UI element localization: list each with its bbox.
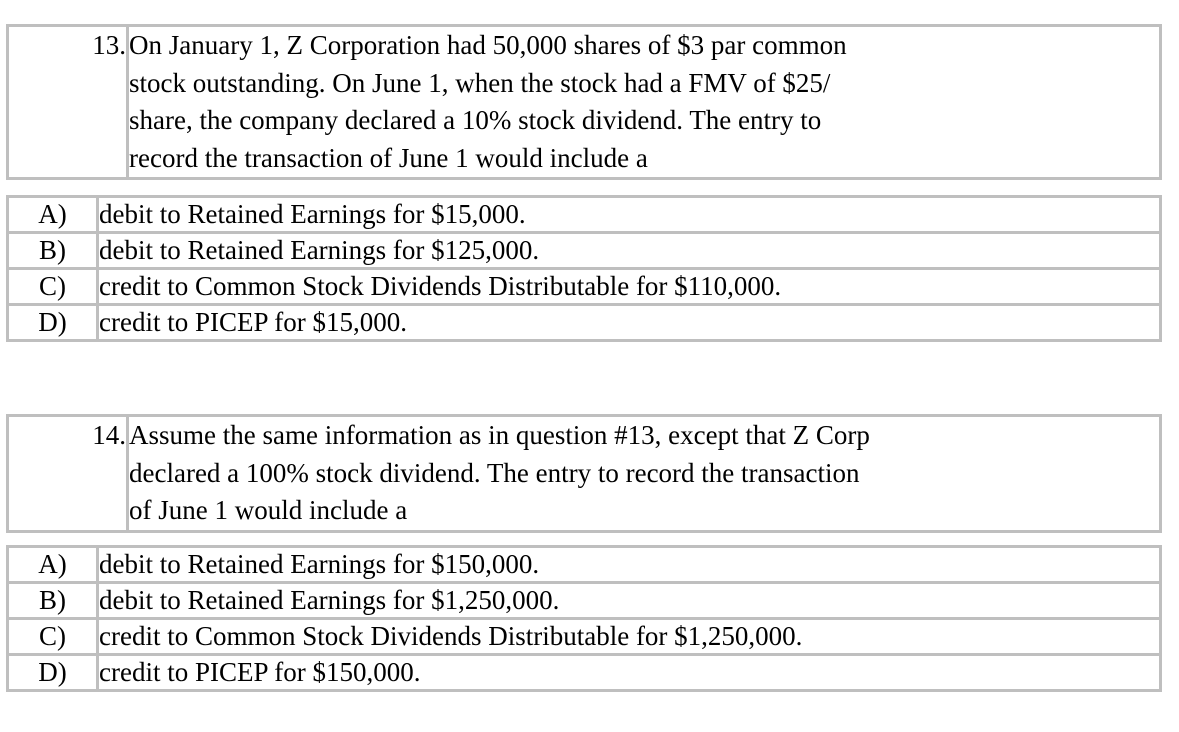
question-number: 14. [6,414,129,533]
stem-line: On January 1, Z Corporation had 50,000 s… [129,30,847,60]
options-block-14: A) debit to Retained Earnings for $150,0… [6,545,1162,692]
option-row[interactable]: A) debit to Retained Earnings for $15,00… [6,195,1162,234]
option-row[interactable]: B) debit to Retained Earnings for $1,250… [6,581,1162,620]
option-text-c[interactable]: credit to Common Stock Dividends Distrib… [96,267,1162,306]
option-row[interactable]: D) credit to PICEP for $15,000. [6,303,1162,342]
stem-line: declared a 100% stock dividend. The entr… [129,457,860,488]
option-label-a: A) [6,545,99,584]
option-text-b[interactable]: debit to Retained Earnings for $1,250,00… [96,581,1162,620]
stem-line: share, the company declared a 10% stock … [129,105,822,135]
options-block-13: A) debit to Retained Earnings for $15,00… [6,195,1162,342]
option-label-a: A) [6,195,99,234]
question-stem-row: 14. Assume the same information as in qu… [6,414,1162,533]
question-number: 13. [6,24,129,180]
stem-line: stock outstanding. On June 1, when the s… [129,67,831,98]
question-block-13: 13. On January 1, Z Corporation had 50,0… [6,24,1162,180]
option-text-d[interactable]: credit to PICEP for $15,000. [96,303,1162,342]
stem-line: of June 1 would include a [129,495,408,525]
option-label-d: D) [6,303,99,342]
question-block-14: 14. Assume the same information as in qu… [6,414,1162,533]
option-text-b[interactable]: debit to Retained Earnings for $125,000. [96,231,1162,270]
option-row[interactable]: A) debit to Retained Earnings for $150,0… [6,545,1162,584]
option-text-a[interactable]: debit to Retained Earnings for $150,000. [96,545,1162,584]
option-label-d: D) [6,653,99,692]
option-row[interactable]: B) debit to Retained Earnings for $125,0… [6,231,1162,270]
option-row[interactable]: D) credit to PICEP for $150,000. [6,653,1162,692]
option-label-c: C) [6,267,99,306]
question-stem-text: On January 1, Z Corporation had 50,000 s… [126,24,1162,180]
option-row[interactable]: C) credit to Common Stock Dividends Dist… [6,617,1162,656]
option-text-a[interactable]: debit to Retained Earnings for $15,000. [96,195,1162,234]
option-row[interactable]: C) credit to Common Stock Dividends Dist… [6,267,1162,306]
option-text-d[interactable]: credit to PICEP for $150,000. [96,653,1162,692]
question-stem-text: Assume the same information as in questi… [126,414,1162,533]
option-label-b: B) [6,231,99,270]
option-label-c: C) [6,617,99,656]
stem-line: record the transaction of June 1 would i… [129,142,648,173]
option-text-c[interactable]: credit to Common Stock Dividends Distrib… [96,617,1162,656]
stem-line: Assume the same information as in questi… [129,420,870,450]
question-stem-row: 13. On January 1, Z Corporation had 50,0… [6,24,1162,180]
option-label-b: B) [6,581,99,620]
